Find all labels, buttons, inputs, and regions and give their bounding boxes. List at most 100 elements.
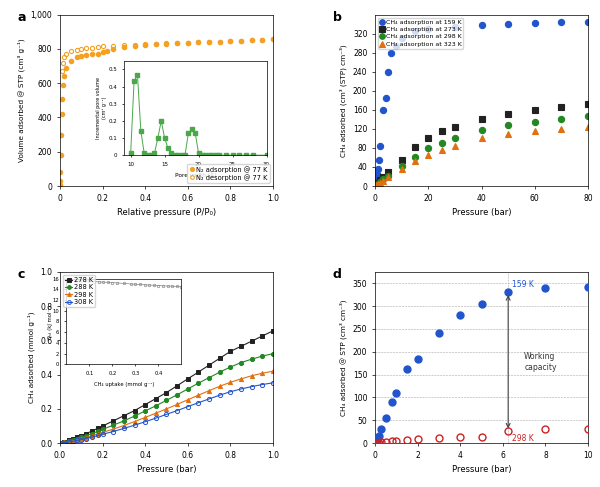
CH₄ adsorption at 273 K <box>531 107 538 113</box>
278 K <box>142 402 149 408</box>
278 K <box>184 376 191 382</box>
308 K <box>173 408 181 413</box>
Legend: CH₄ adsorption at 159 K, CH₄ adsorption at 273 K, CH₄ adsorption at 298 K, CH₄ a: CH₄ adsorption at 159 K, CH₄ adsorption … <box>378 18 463 49</box>
CH₄ adsorption at 323 K <box>372 183 379 188</box>
308 K <box>120 426 127 431</box>
CH₄ adsorption at 159 K <box>385 69 392 75</box>
308 K <box>142 419 149 425</box>
308 K <box>131 422 138 428</box>
298 K <box>238 376 245 382</box>
N₂ adsorption @ 77 K <box>77 53 85 58</box>
CH₄ adsorption at 323 K <box>377 180 384 186</box>
308 K <box>61 440 68 446</box>
N₂ desorption @ 77 K <box>61 55 68 60</box>
298 K <box>142 414 149 420</box>
N₂ adsorption @ 77 K <box>110 46 117 52</box>
N₂ adsorption @ 77 K <box>248 37 255 43</box>
278 K <box>77 433 85 439</box>
N₂ desorption @ 77 K <box>67 49 74 55</box>
X-axis label: Relative pressure (P/P₀): Relative pressure (P/P₀) <box>117 208 216 217</box>
288 K <box>61 439 68 445</box>
Line: CH₄ adsorption at 159 K: CH₄ adsorption at 159 K <box>372 19 591 188</box>
CH₄ adsorption at 159 K <box>382 95 389 101</box>
CH₄ adsorption at 273 K <box>584 101 592 107</box>
298 K <box>163 406 170 412</box>
CH₄ adsorption at 159 K <box>558 19 565 25</box>
288 K <box>110 422 117 428</box>
CH₄ adsorption at 323 K <box>531 129 538 134</box>
288 K <box>95 428 102 434</box>
N₂ adsorption @ 77 K <box>99 49 106 55</box>
CH₄ adsorption at 159 K <box>505 21 512 27</box>
N₂ desorption @ 77 K <box>163 40 170 46</box>
CH₄ adsorption at 159 K <box>372 182 379 188</box>
CH₄ adsorption at 273 K <box>505 111 512 116</box>
N₂ adsorption @ 77 K <box>227 38 234 44</box>
CH₄ adsorption at 298 K <box>385 172 392 178</box>
308 K <box>259 382 266 388</box>
N₂ adsorption @ 77 K <box>216 38 223 44</box>
N₂ adsorption @ 77 K <box>58 111 65 117</box>
288 K <box>238 360 245 366</box>
308 K <box>69 438 76 444</box>
N₂ adsorption @ 77 K <box>58 131 65 137</box>
Text: c: c <box>17 268 25 281</box>
278 K <box>195 369 202 375</box>
CH₄ adsorption at 298 K <box>438 140 445 146</box>
N₂ desorption @ 77 K <box>238 38 245 44</box>
288 K <box>216 369 223 375</box>
288 K <box>163 397 170 403</box>
CH₄ adsorption at 273 K <box>558 105 565 111</box>
Line: CH₄ adsorption at 273 K: CH₄ adsorption at 273 K <box>372 100 591 188</box>
CH₄ adsorption at 298 K <box>379 176 386 182</box>
308 K <box>205 396 212 402</box>
308 K <box>56 440 64 446</box>
CH₄ adsorption at 323 K <box>478 135 485 141</box>
298 K <box>205 388 212 393</box>
308 K <box>227 389 234 394</box>
N₂ desorption @ 77 K <box>269 37 277 42</box>
CH₄ adsorption at 159 K <box>372 179 379 185</box>
N₂ desorption @ 77 K <box>82 45 89 51</box>
298 K <box>82 434 89 440</box>
298 K <box>216 383 223 389</box>
288 K <box>269 351 277 356</box>
Legend: 278 K, 288 K, 298 K, 308 K: 278 K, 288 K, 298 K, 308 K <box>64 275 95 307</box>
288 K <box>195 380 202 386</box>
298 K <box>65 439 72 445</box>
N₂ desorption @ 77 K <box>205 39 212 45</box>
308 K <box>184 404 191 410</box>
288 K <box>173 392 181 398</box>
278 K <box>216 356 223 361</box>
308 K <box>77 437 85 443</box>
Text: Working
capacity: Working capacity <box>524 352 557 372</box>
288 K <box>73 436 80 442</box>
308 K <box>110 429 117 434</box>
Line: 308 K: 308 K <box>58 381 275 445</box>
CH₄ adsorption at 159 K <box>379 107 386 113</box>
CH₄ adsorption at 298 K <box>425 145 432 151</box>
CH₄ adsorption at 298 K <box>584 113 592 119</box>
N₂ adsorption @ 77 K <box>238 38 245 44</box>
278 K <box>259 333 266 339</box>
CH₄ adsorption at 323 K <box>425 152 432 158</box>
CH₄ adsorption at 159 K <box>412 28 419 34</box>
298 K <box>99 430 106 435</box>
CH₄ adsorption at 298 K <box>398 163 406 169</box>
CH₄ adsorption at 323 K <box>451 143 458 149</box>
298 K <box>269 368 277 374</box>
288 K <box>131 413 138 419</box>
CH₄ adsorption at 273 K <box>374 180 382 186</box>
308 K <box>248 384 255 390</box>
CH₄ adsorption at 323 K <box>385 174 392 180</box>
CH₄ adsorption at 323 K <box>505 131 512 136</box>
N₂ adsorption @ 77 K <box>73 54 80 59</box>
288 K <box>184 386 191 392</box>
CH₄ adsorption at 273 K <box>478 116 485 122</box>
CH₄ adsorption at 273 K <box>438 129 445 134</box>
Line: CH₄ adsorption at 298 K: CH₄ adsorption at 298 K <box>372 113 591 189</box>
Legend: N₂ adsorption @ 77 K, N₂ desorption @ 77 K: N₂ adsorption @ 77 K, N₂ desorption @ 77… <box>187 164 269 183</box>
298 K <box>88 433 95 439</box>
278 K <box>131 408 138 413</box>
N₂ adsorption @ 77 K <box>57 152 64 158</box>
